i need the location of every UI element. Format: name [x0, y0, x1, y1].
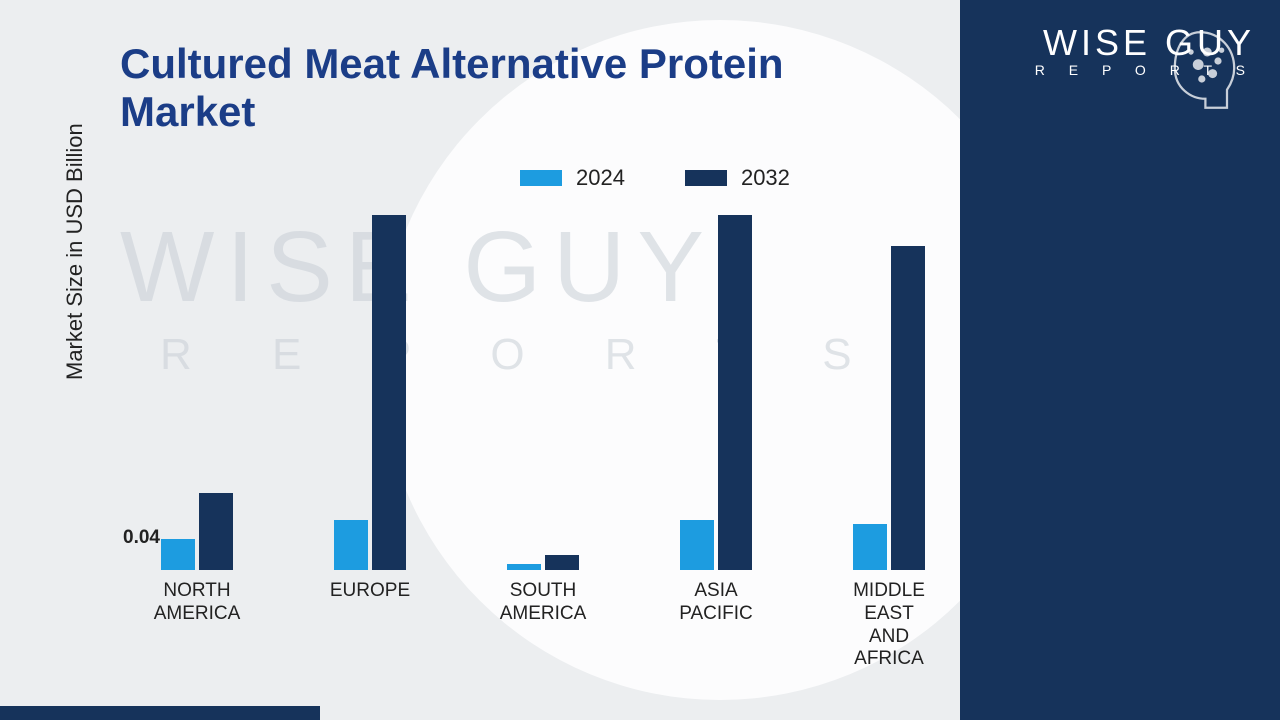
x-tick-label: ASIAPACIFIC [651, 580, 781, 626]
x-axis-labels: NORTHAMERICA EUROPE SOUTHAMERICA ASIAPACIFI… [110, 580, 970, 700]
bar-2024 [334, 520, 368, 570]
footer-bar [0, 706, 320, 720]
bar-2032 [545, 555, 579, 570]
chart-title: Cultured Meat Alternative Protein Market [120, 40, 840, 137]
y-axis-label: Market Size in USD Billion [62, 123, 88, 380]
bar-group [305, 215, 435, 570]
plot-area: 0.04 [110, 200, 970, 570]
logo-sub-text: R E P O R T S [1035, 62, 1255, 78]
bar-2032 [372, 215, 406, 570]
bar-2032 [199, 493, 233, 570]
logo-main-text: WISE GUY [1035, 22, 1255, 64]
legend-swatch-2024 [520, 170, 562, 186]
bar-2024 [853, 524, 887, 570]
legend-item-2024: 2024 [520, 165, 625, 191]
bar-2024 [680, 520, 714, 570]
legend-label-2032: 2032 [741, 165, 790, 191]
bar-group [651, 215, 781, 570]
brand-logo: WISE GUY R E P O R T S [1035, 22, 1255, 78]
x-tick-label: EUROPE [305, 580, 435, 603]
bar-group [478, 555, 608, 570]
bar-2032 [891, 246, 925, 570]
x-tick-label: SOUTHAMERICA [478, 580, 608, 626]
legend-label-2024: 2024 [576, 165, 625, 191]
bar-group [824, 246, 954, 570]
legend-swatch-2032 [685, 170, 727, 186]
chart-stage: WISE GUY R E P O R T S Cultured Meat Alt… [0, 0, 1280, 720]
legend-item-2032: 2032 [685, 165, 790, 191]
x-tick-label: MIDDLEEASTANDAFRICA [824, 580, 954, 671]
x-tick-label: NORTHAMERICA [132, 580, 262, 626]
data-label: 0.04 [123, 527, 160, 549]
bar-2024 [507, 564, 541, 570]
legend: 2024 2032 [520, 165, 790, 191]
bar-2024 [161, 539, 195, 570]
bar-2032 [718, 215, 752, 570]
